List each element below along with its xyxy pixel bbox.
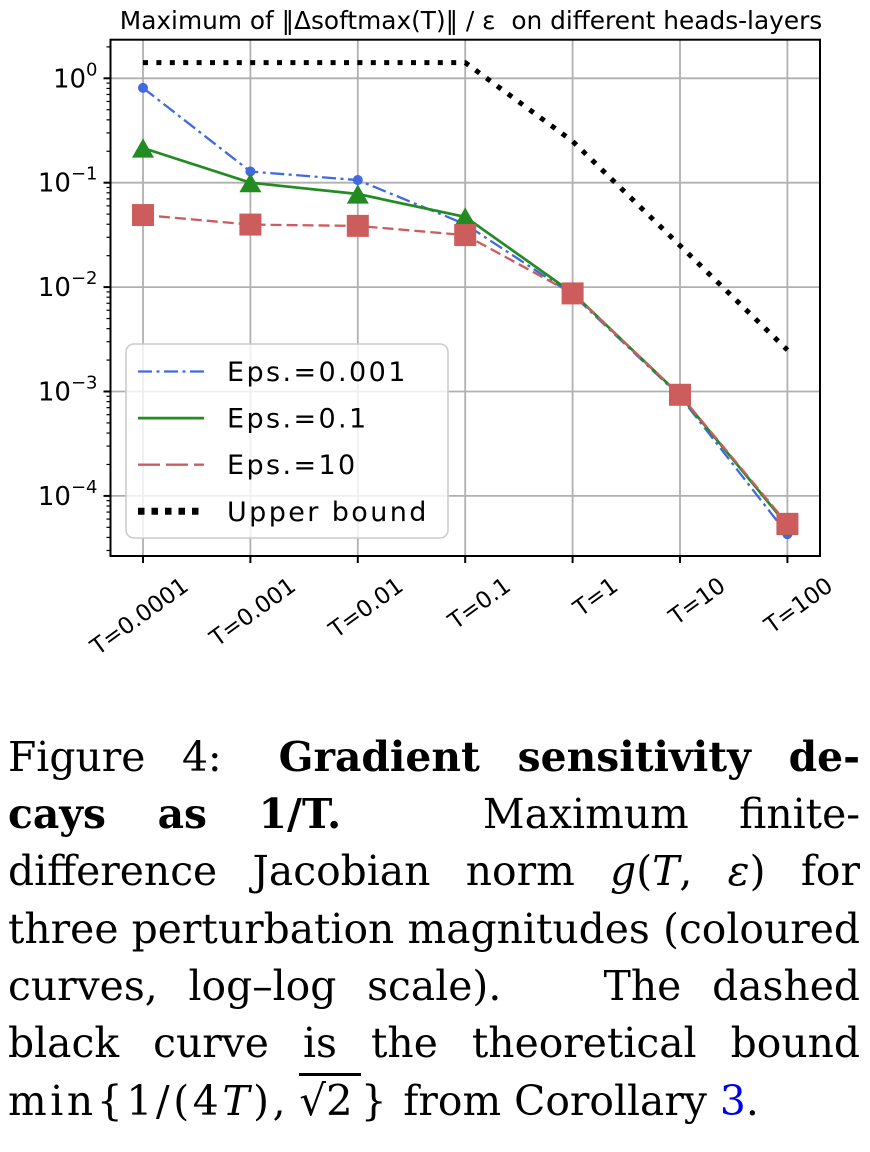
caption-line-3: difference Jacobian norm g(T, ε) for [8,843,860,900]
caption-text: , [679,847,728,896]
caption-line-2: cays as 1/T. Maximum finite- [8,786,860,843]
caption-text [258,733,278,781]
xtick-label: T=1 [568,573,623,623]
xtick-label: T=100 [759,573,838,640]
legend-label: Upper bound [227,497,429,528]
caption-text: The dashed [603,961,860,1010]
caption-math-italic: g [610,847,637,896]
xtick-label: T=10 [664,573,731,631]
caption-text: ) [749,847,766,896]
marker-square [454,224,477,247]
caption-line-1: Figure 4: Gradient sensitivity de- [8,729,860,786]
caption-text: curves, log–log scale). [8,961,502,1010]
marker-triangle [239,173,262,193]
figure-chart: 100 10−1 10−2 10−3 10−4 T=0.0001 T=0.001 T=0.01… [38,6,838,662]
caption-math-italic: T [652,847,680,896]
xtick-label: T=0.01 [324,573,408,644]
marker-triangle [454,207,477,227]
legend-label: Eps.=0.001 [227,357,408,388]
ytick-label: 100 [53,59,98,94]
marker-square [346,214,369,237]
caption-bold-text: cays as 1/T. [8,790,342,839]
caption-line-5: curves, log–log scale). The dashed [8,958,860,1015]
marker-square [239,213,262,236]
caption-text: for [765,847,861,896]
sqrt-radical-sign: √ [299,1076,327,1126]
marker-square [561,282,584,305]
series-line-Upper bound [143,60,790,352]
marker-triangle [346,184,369,204]
ytick-label: 10−4 [38,477,98,512]
ytick-label: 10−2 [38,268,98,303]
caption-math-italic: ε [727,847,750,896]
caption-math-roman: min{1/(4 [8,1077,223,1126]
caption-text: black curve is the theoretical bound [8,1019,860,1068]
marker-circle [245,166,256,177]
ytick-label: 10−3 [38,373,98,408]
chart-legend: Eps.=0.001 Eps.=0.1 Eps.=10 Upper bound [125,343,449,539]
caption-math-roman: ), [253,1077,290,1126]
corollary-ref-link[interactable]: 3 [719,1077,746,1126]
sqrt-radicand: 2 [326,1076,353,1126]
marker-square [132,204,154,227]
caption-line-4: three perturbation magnitudes (coloured [8,901,860,958]
caption-math-roman: } [360,1077,391,1126]
xtick-label: T=0.1 [443,573,516,636]
caption-bold-text: Gradient sensitivity de- [278,733,860,781]
loglog-chart-svg: 100 10−1 10−2 10−3 10−4 T=0.0001 T=0.001 T=0.01… [38,6,838,662]
caption-text: from Corollary [390,1077,720,1126]
xtick-label: T=0.001 [205,573,301,653]
legend-label: Eps.=10 [227,450,358,481]
chart-title: Maximum of ‖Δsoftmax(T)‖ / ε on differen… [120,6,822,35]
marker-circle [138,82,148,93]
caption-text: difference Jacobian norm [8,847,611,896]
caption-line-6: black curve is the theoretical bound [8,1015,860,1072]
caption-text: . [745,1077,759,1126]
marker-square [669,383,691,406]
caption-text [341,790,483,838]
caption-text [501,962,603,1010]
chart-series [132,60,799,540]
sqrt-expression: √2 [299,1073,361,1126]
caption-text: Figure 4: [8,733,259,781]
caption-text: three perturbation magnitudes (coloured [8,904,860,953]
caption-text: Maximum finite- [482,790,861,839]
legend-label: Eps.=0.1 [227,404,369,435]
caption-text: ( [636,847,653,896]
legend-box [125,343,449,539]
figure-caption: Figure 4: Gradient sensitivity de-cays a… [8,729,860,1130]
caption-math-italic: T [222,1077,254,1126]
marker-circle [352,175,363,186]
ytick-label: 10−1 [38,164,98,199]
marker-square [776,512,799,535]
caption-line-7: min{1/(4T), √2} from Corollary 3. [8,1072,860,1130]
marker-triangle [132,138,154,158]
xtick-label: T=0.0001 [85,573,193,662]
